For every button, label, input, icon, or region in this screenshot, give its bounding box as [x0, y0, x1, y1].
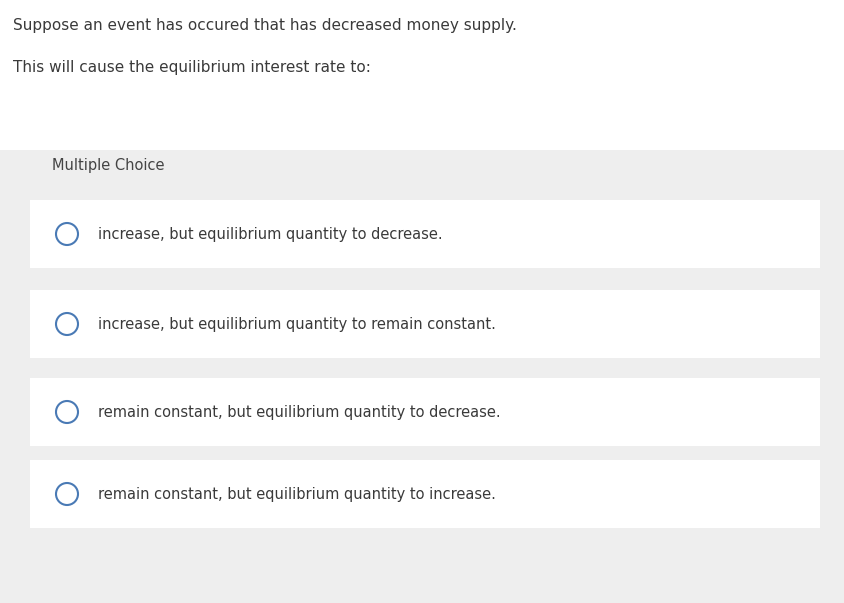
- Circle shape: [56, 223, 78, 245]
- Circle shape: [56, 401, 78, 423]
- Text: increase, but equilibrium quantity to remain constant.: increase, but equilibrium quantity to re…: [98, 317, 495, 332]
- Text: Suppose an event has occured that has decreased money supply.: Suppose an event has occured that has de…: [13, 18, 517, 33]
- FancyBboxPatch shape: [0, 150, 844, 603]
- Text: Multiple Choice: Multiple Choice: [52, 158, 165, 173]
- FancyBboxPatch shape: [30, 200, 819, 268]
- Circle shape: [56, 313, 78, 335]
- Text: remain constant, but equilibrium quantity to decrease.: remain constant, but equilibrium quantit…: [98, 405, 500, 420]
- FancyBboxPatch shape: [30, 460, 819, 528]
- Circle shape: [56, 483, 78, 505]
- FancyBboxPatch shape: [0, 150, 844, 185]
- FancyBboxPatch shape: [30, 378, 819, 446]
- Text: This will cause the equilibrium interest rate to:: This will cause the equilibrium interest…: [13, 60, 371, 75]
- FancyBboxPatch shape: [30, 290, 819, 358]
- Text: increase, but equilibrium quantity to decrease.: increase, but equilibrium quantity to de…: [98, 227, 442, 241]
- Text: remain constant, but equilibrium quantity to increase.: remain constant, but equilibrium quantit…: [98, 487, 495, 502]
